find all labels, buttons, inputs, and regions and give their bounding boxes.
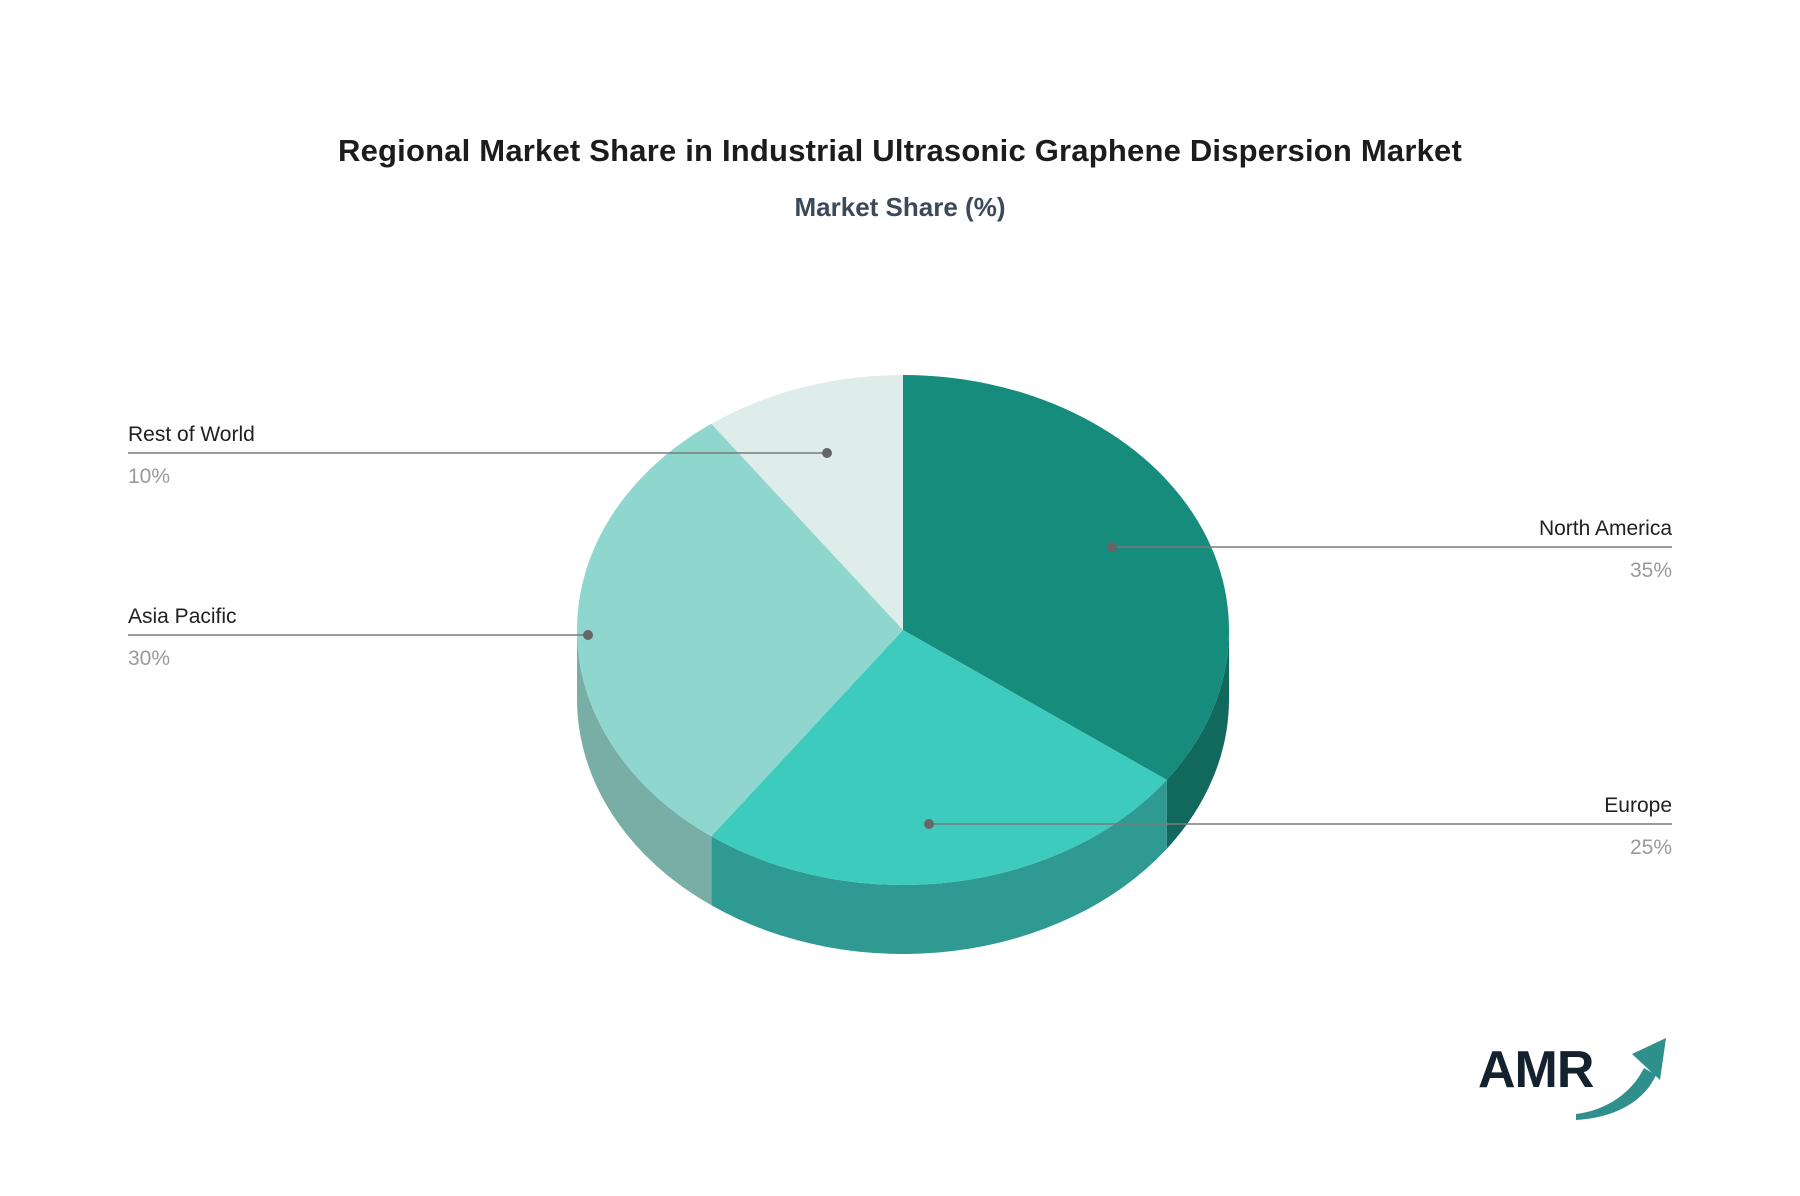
leader-dot-europe [924,819,934,829]
slice-label-rest-of-world: Rest of World [128,423,255,446]
pie-slice-asia-pacific[interactable] [577,423,903,837]
slice-value-europe: 25% [1629,836,1672,859]
amr-logo: AMR [1478,1030,1678,1130]
slice-value-north-america: 35% [1629,559,1672,582]
amr-logo-text: AMR [1478,1041,1594,1099]
pie-slice-rest-of-world[interactable] [711,375,903,630]
pie-slice-side-europe [711,779,1167,954]
leader-dot-north-america [1107,542,1117,552]
slice-value-asia-pacific: 30% [128,647,171,670]
pie-slice-side-asia-pacific [577,630,712,906]
chart-title: Regional Market Share in Industrial Ultr… [337,133,1462,168]
chart-subtitle: Market Share (%) [794,192,1006,222]
leader-dot-rest-of-world [822,448,832,458]
slice-label-europe: Europe [1604,794,1672,817]
slice-label-asia-pacific: Asia Pacific [128,605,237,628]
leader-dot-asia-pacific [583,630,593,640]
pie-slice-side-north-america [1166,630,1229,849]
pie-slice-north-america[interactable] [903,375,1229,780]
amr-logo-arrow-icon [1576,1038,1666,1120]
slice-value-rest-of-world: 10% [128,465,171,488]
pie-slice-europe[interactable] [711,630,1167,885]
slice-label-north-america: North America [1538,517,1672,540]
